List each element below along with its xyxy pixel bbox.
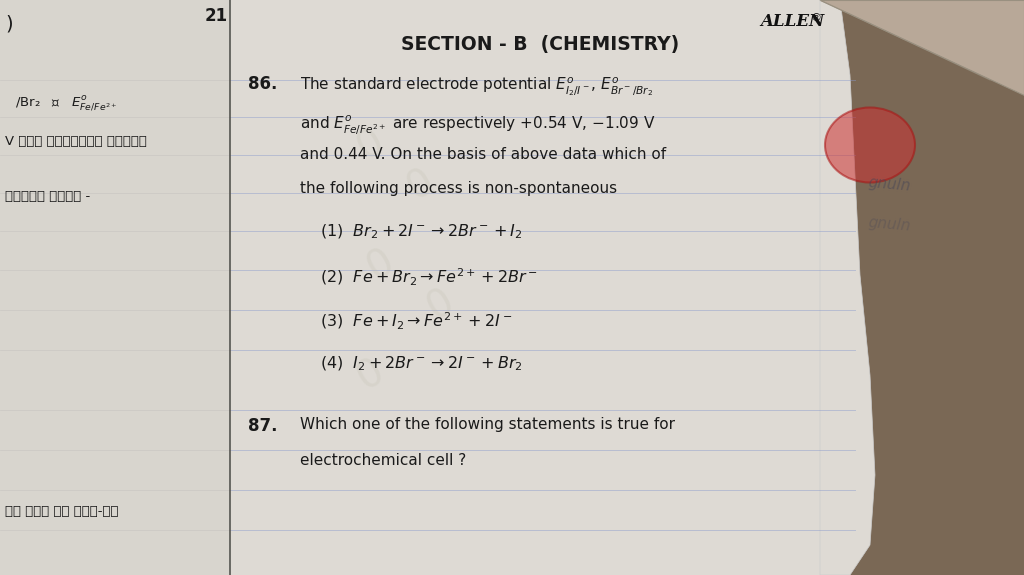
- Text: the following process is non-spontaneous: the following process is non-spontaneous: [300, 181, 617, 196]
- Polygon shape: [820, 0, 1024, 95]
- Text: 21: 21: [205, 7, 228, 25]
- Text: 87.: 87.: [248, 417, 278, 435]
- FancyBboxPatch shape: [0, 0, 230, 575]
- Text: Which one of the following statements is true for: Which one of the following statements is…: [300, 417, 675, 432]
- Text: 0: 0: [350, 122, 390, 168]
- Text: ALLEN: ALLEN: [760, 13, 824, 30]
- Text: gnuln: gnuln: [868, 175, 912, 194]
- Text: electrochemical cell ?: electrochemical cell ?: [300, 453, 466, 468]
- Text: (4)  $I_2 + 2Br^- \rightarrow 2I^- + Br_2$: (4) $I_2 + 2Br^- \rightarrow 2I^- + Br_2…: [319, 355, 522, 373]
- FancyBboxPatch shape: [0, 0, 850, 575]
- Text: (2)  $Fe + Br_2 \rightarrow Fe^{2+} + 2Br^-$: (2) $Fe + Br_2 \rightarrow Fe^{2+} + 2Br…: [319, 267, 538, 288]
- Text: SECTION - B  (CHEMISTRY): SECTION - B (CHEMISTRY): [400, 35, 679, 54]
- Text: V है। उपरोक्त मानों: V है। उपरोक्त मानों: [5, 135, 146, 148]
- Text: 0: 0: [420, 282, 460, 328]
- Text: and $E^o_{Fe/Fe^{2+}}$ are respectively +0.54 V, −1.09 V: and $E^o_{Fe/Fe^{2+}}$ are respectively …: [300, 113, 655, 137]
- Text: The standard electrode potential $E^o_{I_2/I^-}$, $E^o_{Br^-/Br_2}$: The standard electrode potential $E^o_{I…: [300, 75, 653, 98]
- Text: 0: 0: [359, 242, 400, 288]
- Text: 86.: 86.: [248, 75, 278, 93]
- Text: gnuln: gnuln: [868, 215, 912, 233]
- Text: 0: 0: [350, 352, 390, 398]
- Text: स्वतः होगा -: स्वतः होगा -: [5, 190, 90, 203]
- Text: 0: 0: [399, 162, 440, 208]
- Polygon shape: [820, 0, 874, 575]
- Text: (1)  $Br_2 + 2I^- \rightarrow 2Br^- + I_2$: (1) $Br_2 + 2I^- \rightarrow 2Br^- + I_2…: [319, 223, 522, 241]
- Text: and 0.44 V. On the basis of above data which of: and 0.44 V. On the basis of above data w…: [300, 147, 667, 162]
- FancyBboxPatch shape: [820, 0, 1024, 575]
- Text: /Br₂   व   $E^o_{Fe/Fe^{2+}}$: /Br₂ व $E^o_{Fe/Fe^{2+}}$: [15, 95, 118, 113]
- Text: जन में से कौन-सा: जन में से कौन-सा: [5, 505, 119, 518]
- Text: ): ): [5, 15, 12, 34]
- Text: ®: ®: [810, 13, 821, 23]
- Text: (3)  $Fe + I_2 \rightarrow Fe^{2+} + 2I^-$: (3) $Fe + I_2 \rightarrow Fe^{2+} + 2I^-…: [319, 311, 513, 332]
- Ellipse shape: [825, 108, 915, 182]
